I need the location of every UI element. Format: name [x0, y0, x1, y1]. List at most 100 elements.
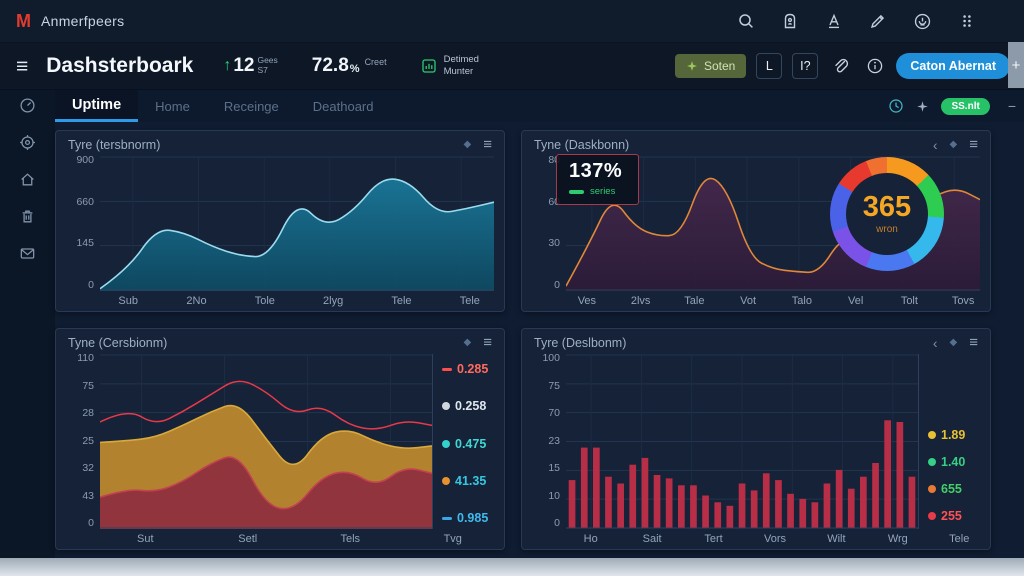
pencil-icon[interactable] [869, 12, 887, 30]
chart-legend: 0.285 0.258 0.475 41.35 0.985 [432, 354, 494, 529]
panel-header: Tyre (tersbnorm) ◆ ≡ [56, 131, 504, 152]
axis-category-label: Vot [740, 295, 757, 307]
tab-bar: Uptime Home Receinge Deathoard SS.nlt − [55, 90, 1024, 122]
legend-item[interactable]: 41.35 [442, 474, 494, 488]
axis-tick-label: 32 [82, 462, 94, 474]
legend-item[interactable]: 0.285 [442, 362, 494, 376]
tab-home[interactable]: Home [155, 98, 190, 114]
legend-item[interactable]: 655 [928, 482, 980, 496]
legend-item[interactable]: 255 [928, 509, 980, 523]
tab-receinge[interactable]: Receinge [223, 98, 279, 114]
legend-marker-icon [928, 512, 936, 520]
chart-canvas [566, 354, 918, 529]
panel-menu-icon[interactable]: ≡ [969, 334, 978, 351]
panel-grid: Tyre (tersbnorm) ◆ ≡ 900 660 145 0 Sub 2No To… [55, 130, 1024, 550]
chevron-left-icon[interactable]: ‹ [932, 136, 938, 153]
tab-uptime[interactable]: Uptime [55, 90, 139, 122]
legend-item[interactable]: 1.89 [928, 428, 980, 442]
legend-item[interactable]: 1.40 [928, 455, 980, 469]
axis-category-label: Wilt [827, 533, 846, 545]
axis-category-label: 2No [186, 295, 207, 307]
legend-value: 0.985 [457, 511, 489, 525]
clock-icon[interactable] [888, 98, 904, 114]
tab-deathoard[interactable]: Deathoard [312, 98, 374, 114]
axis-tick-label: 0 [88, 517, 94, 529]
panel-area-teal: Tyre (tersbnorm) ◆ ≡ 900 660 145 0 Sub 2No To… [55, 130, 505, 312]
legend-item[interactable]: 0.475 [442, 437, 494, 451]
stat-sub-top: Gees [257, 55, 278, 66]
trash-icon[interactable] [19, 207, 37, 225]
legend-value: 0.285 [457, 362, 489, 376]
bar-chart [566, 354, 918, 529]
sparkle-plus-icon[interactable] [916, 100, 929, 113]
navbar-actions: Soten L I? Caton Abernat [674, 53, 1010, 79]
l-button[interactable]: L [756, 53, 783, 79]
panel-header: Tyre (Deslbonm) ‹ ◆ ≡ [522, 329, 990, 350]
axis-category-label: Tert [704, 533, 723, 545]
main-column: Uptime Home Receinge Deathoard SS.nlt − [55, 90, 1024, 576]
settings-icon[interactable] [19, 133, 37, 151]
x-axis: Ves 2lvs Tale Vot Talo Vel Tolt Tovs [522, 291, 990, 311]
donut-chart: 365 wron [830, 157, 944, 271]
axis-category-label: Sub [118, 295, 138, 307]
axis-category-label: Sait [642, 533, 662, 545]
sparkle-icon [687, 61, 697, 71]
series-dash-icon [569, 189, 584, 194]
ip-button[interactable]: I? [792, 53, 819, 79]
chart-canvas [100, 354, 432, 529]
panel-menu-icon[interactable]: ≡ [483, 136, 492, 153]
paperclip-icon[interactable] [832, 57, 850, 75]
apps-grid-icon[interactable] [958, 12, 976, 30]
search-icon[interactable] [737, 12, 755, 30]
bottom-scroll-strip[interactable] [0, 558, 1024, 576]
archive-doc-icon[interactable] [781, 12, 799, 30]
diamond-icon[interactable]: ◆ [949, 336, 958, 348]
content-area: Tyre (tersbnorm) ◆ ≡ 900 660 145 0 Sub 2No To… [55, 122, 1024, 576]
panel-header: Tyne (Daskbonn) ‹ ◆ ≡ [522, 131, 990, 152]
status-badge[interactable]: SS.nlt [941, 97, 990, 115]
axis-tick-label: 28 [82, 407, 94, 419]
y-axis: 110 75 28 25 32 43 0 [64, 352, 100, 529]
soten-button[interactable]: Soten [674, 54, 747, 78]
collapse-minus[interactable]: − [1007, 98, 1016, 114]
axis-category-label: Tele [949, 533, 970, 545]
stat-percentage: 72.8 % Creet [312, 55, 387, 77]
axis-tick-label: 0 [554, 278, 560, 291]
axis-category-label: Talo [791, 295, 812, 307]
caton-abernat-button[interactable]: Caton Abernat [896, 53, 1010, 79]
panel-bars: Tyre (Deslbonm) ‹ ◆ ≡ 100 75 70 23 15 10 0 1.8… [521, 328, 991, 550]
legend-item[interactable]: 0.258 [442, 399, 494, 413]
panel-title: Tyne (Daskbonn) [534, 137, 630, 152]
brand-name: Anmerfpeers [41, 13, 125, 29]
axis-category-label: 2lvs [630, 295, 651, 307]
hamburger-menu-icon[interactable]: ≡ [16, 54, 29, 78]
legend-marker-icon [442, 516, 452, 520]
axis-category-label: Vors [763, 533, 786, 545]
donut-center: 365 wron [846, 173, 928, 255]
diamond-icon[interactable]: ◆ [463, 336, 472, 348]
legend-marker-icon [928, 485, 936, 493]
diamond-icon[interactable]: ◆ [463, 138, 472, 150]
legend-marker-icon [928, 458, 936, 466]
axis-category-label: Tale [684, 295, 705, 307]
stat-label-line1: Detimed [443, 54, 479, 66]
font-icon[interactable] [825, 12, 843, 30]
panel-menu-icon[interactable]: ≡ [483, 334, 492, 351]
legend-marker-icon [442, 367, 452, 371]
axis-category-label: Ho [583, 533, 598, 545]
home-icon[interactable] [19, 170, 37, 188]
badge-circle-icon[interactable] [913, 12, 932, 31]
y-axis: 80 60 30 0 [530, 154, 566, 291]
axis-tick-label: 900 [76, 154, 94, 166]
diamond-icon[interactable]: ◆ [949, 138, 958, 150]
panel-menu-icon[interactable]: ≡ [969, 136, 978, 153]
legend-value: 0.475 [455, 436, 487, 451]
legend-item[interactable]: 0.985 [442, 511, 494, 525]
panel-header: Tyne (Cersbionm) ◆ ≡ [56, 329, 504, 350]
info-circle-icon[interactable] [866, 57, 884, 75]
chevron-left-icon[interactable]: ‹ [932, 334, 938, 351]
gmail-logo-icon[interactable]: M [16, 10, 31, 31]
gauge-icon[interactable] [19, 96, 37, 114]
zoom-in-strip[interactable]: + [1008, 42, 1024, 88]
mail-icon[interactable] [19, 244, 37, 262]
